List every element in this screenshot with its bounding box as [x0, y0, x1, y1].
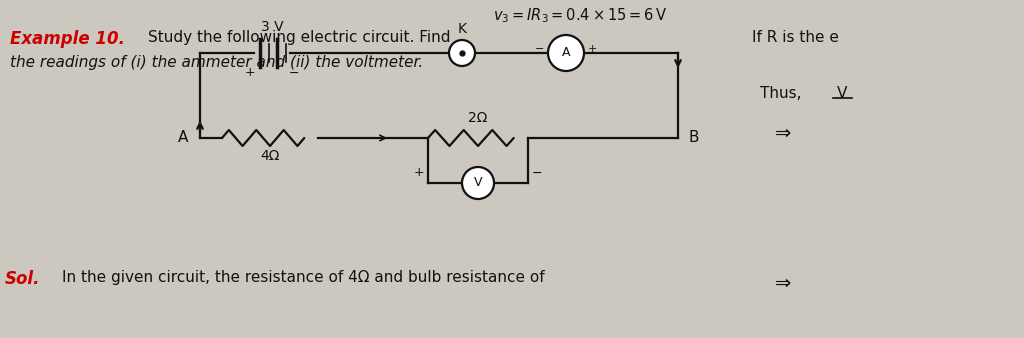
Text: Example 10.: Example 10. [10, 30, 125, 48]
Text: +: + [588, 44, 597, 54]
Circle shape [462, 167, 494, 199]
Text: B: B [688, 130, 698, 145]
Text: +: + [414, 167, 424, 179]
Text: 3 V: 3 V [261, 20, 284, 34]
Text: V: V [474, 176, 482, 190]
Text: −: − [289, 67, 299, 79]
Text: Sol.: Sol. [5, 270, 41, 288]
Text: V: V [837, 86, 847, 101]
Text: Thus,: Thus, [760, 86, 802, 101]
Text: −: − [536, 44, 545, 54]
Circle shape [449, 40, 475, 66]
Circle shape [548, 35, 584, 71]
Text: $v_3 = IR_3 = 0.4\times15 = 6\,\mathrm{V}$: $v_3 = IR_3 = 0.4\times15 = 6\,\mathrm{V… [493, 6, 668, 25]
Text: +: + [245, 67, 255, 79]
Text: −: − [532, 167, 543, 179]
Text: A: A [562, 47, 570, 59]
Text: In the given circuit, the resistance of 4Ω and bulb resistance of: In the given circuit, the resistance of … [62, 270, 545, 285]
Text: ⇒: ⇒ [775, 123, 792, 143]
Text: If R is the e: If R is the e [752, 30, 839, 45]
Text: the readings of (i) the ammeter and (ii) the voltmeter.: the readings of (i) the ammeter and (ii)… [10, 55, 423, 70]
Text: ⇒: ⇒ [775, 273, 792, 292]
Text: 4Ω: 4Ω [260, 149, 280, 163]
Text: K: K [458, 22, 467, 36]
Text: A: A [177, 130, 188, 145]
Text: 2Ω: 2Ω [468, 111, 487, 125]
Text: Study the following electric circuit. Find: Study the following electric circuit. Fi… [148, 30, 451, 45]
